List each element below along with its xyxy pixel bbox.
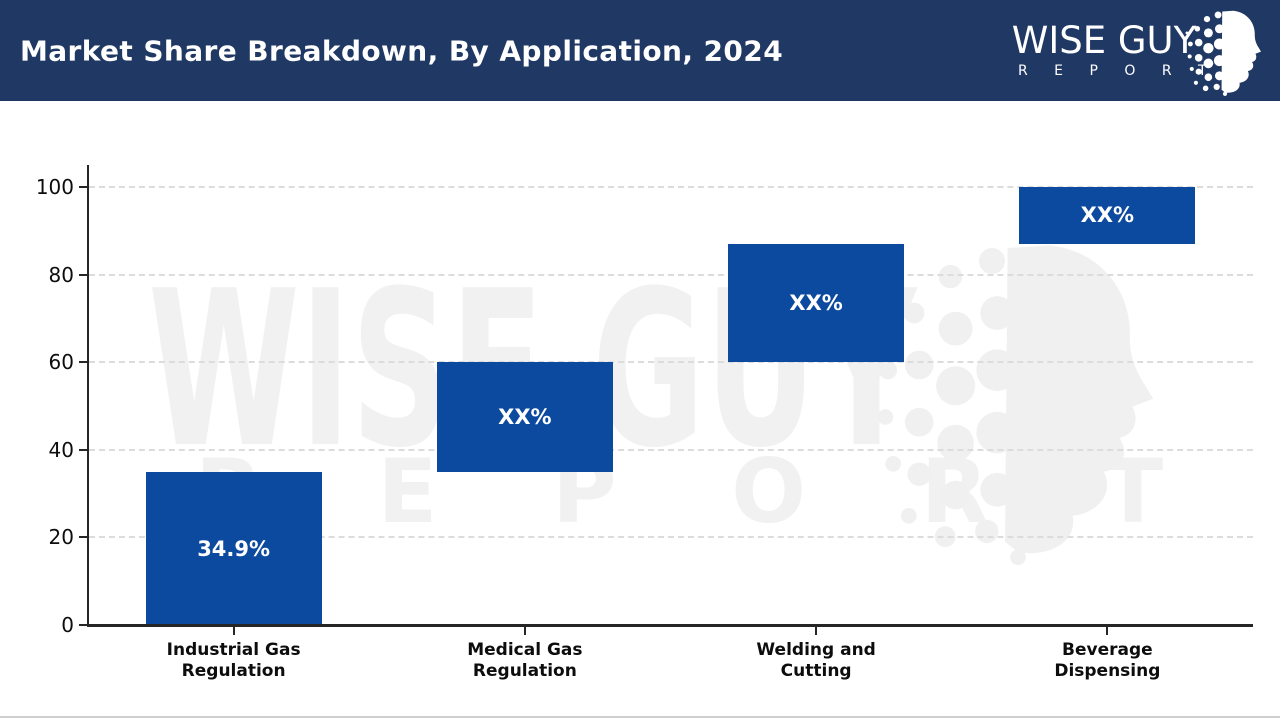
category-label-4: Beverage Dispensing (1054, 640, 1161, 681)
y-tick-label-0: 0 (61, 613, 74, 637)
bottom-divider (0, 716, 1280, 718)
y-tick-100 (79, 186, 87, 188)
x-tick-2 (523, 627, 526, 635)
bar-value-label: 34.9% (197, 536, 271, 561)
y-tick-40 (79, 448, 87, 451)
y-axis-line (87, 165, 89, 627)
gridline-80 (89, 273, 1253, 276)
category-label-3: Welding and Cutting (756, 640, 876, 681)
header-bar: Market Share Breakdown, By Application, … (0, 0, 1280, 101)
bar-value-label: XX% (1080, 203, 1135, 228)
bar-2: XX% (436, 362, 613, 473)
bar-4: XX% (1019, 187, 1196, 244)
bar-3: XX% (728, 243, 905, 363)
y-tick-60 (79, 361, 87, 364)
category-label-1: Industrial Gas Regulation (166, 640, 301, 681)
bar-1: 34.9% (145, 472, 322, 625)
logo-wordmark: WISE GUY R E P O R T S (1010, 19, 1253, 79)
logo-face-dots-icon (1185, 10, 1261, 96)
gridline-40 (89, 448, 1253, 451)
logo-line2: R E P O R T S (1018, 63, 1253, 79)
y-tick-label-80: 80 (48, 262, 74, 287)
y-tick-label-100: 100 (35, 175, 74, 199)
y-tick-20 (79, 536, 87, 539)
y-tick-80 (79, 273, 87, 276)
logo-line1: WISE GUY (1011, 19, 1197, 62)
bar-value-label: XX% (789, 291, 843, 316)
x-tick-4 (1106, 627, 1109, 635)
y-tick-0 (79, 624, 87, 626)
y-tick-label-60: 60 (48, 350, 74, 375)
page-title: Market Share Breakdown, By Application, … (20, 34, 784, 67)
y-tick-label-40: 40 (48, 437, 74, 462)
y-tick-label-20: 20 (48, 525, 74, 550)
bar-value-label: XX% (498, 405, 552, 430)
x-axis-line (87, 624, 1253, 627)
x-tick-3 (815, 627, 818, 635)
gridline-20 (89, 536, 1253, 539)
category-label-2: Medical Gas Regulation (467, 640, 583, 681)
wise-guy-logo: WISE GUY R E P O R T S (1010, 6, 1268, 98)
watermark-face-dots-icon (869, 245, 1154, 566)
x-tick-1 (232, 627, 235, 635)
gridline-100 (89, 186, 1253, 188)
gridline-60 (89, 361, 1253, 364)
